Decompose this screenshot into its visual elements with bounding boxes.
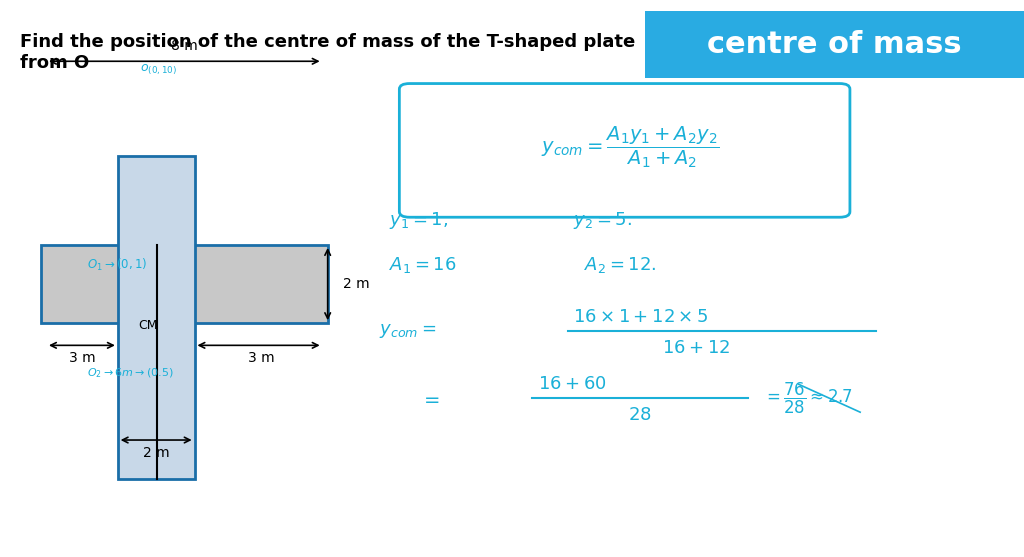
Text: 3 m: 3 m [248, 351, 274, 365]
Text: $O_2 \rightarrow 6m \rightarrow (0.5)$: $O_2 \rightarrow 6m \rightarrow (0.5)$ [87, 367, 174, 380]
Text: $28$: $28$ [628, 406, 652, 424]
Text: $A_1 = 16$: $A_1 = 16$ [389, 255, 457, 275]
Text: $\mathit{o}_{(0,10)}$: $\mathit{o}_{(0,10)}$ [140, 62, 177, 77]
Text: CM: CM [138, 319, 159, 333]
Text: $y_2 = 5.$: $y_2 = 5.$ [573, 209, 633, 231]
FancyBboxPatch shape [645, 11, 1024, 78]
Bar [118, 156, 195, 479]
Text: $= \dfrac{76}{28} \approx 2.7$: $= \dfrac{76}{28} \approx 2.7$ [763, 380, 853, 416]
Text: 3 m: 3 m [69, 351, 95, 365]
Text: 8 m: 8 m [171, 39, 198, 53]
Text: centre of mass: centre of mass [708, 30, 962, 59]
Text: 2 m: 2 m [343, 277, 370, 291]
Text: $y_{com} =$: $y_{com} =$ [379, 323, 436, 340]
Text: $A_2 = 12.$: $A_2 = 12.$ [584, 255, 656, 275]
Text: 2 m: 2 m [143, 446, 170, 460]
Text: $O_1 \rightarrow (0,1)$: $O_1 \rightarrow (0,1)$ [87, 257, 147, 272]
Text: $16 + 12$: $16 + 12$ [663, 339, 730, 357]
Text: $y_{com} = \dfrac{A_1 y_1 + A_2 y_2}{A_1 + A_2}$: $y_{com} = \dfrac{A_1 y_1 + A_2 y_2}{A_1… [541, 125, 719, 170]
Text: $=$: $=$ [420, 389, 440, 408]
Text: Find the position of the centre of mass of the T-shaped plate
from O: Find the position of the centre of mass … [20, 33, 636, 72]
Text: $y_1 = 1,$: $y_1 = 1,$ [389, 209, 449, 231]
Text: $16\times1 + 12\times5$: $16\times1 + 12\times5$ [573, 309, 709, 326]
Bar [41, 245, 328, 323]
Text: $16 + 60$: $16 + 60$ [538, 375, 606, 393]
FancyBboxPatch shape [399, 84, 850, 217]
